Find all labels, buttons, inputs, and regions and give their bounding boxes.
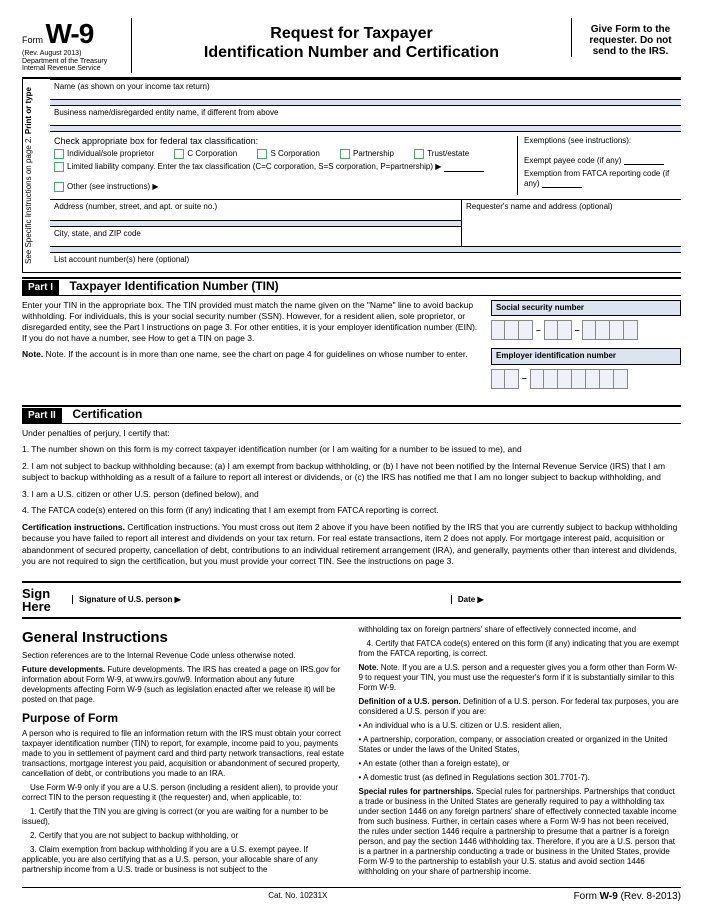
gen-inst-h1: General Instructions [22, 629, 345, 648]
cat-no: Cat. No. 10231X [268, 891, 327, 902]
ssn-input[interactable]: – – [491, 316, 681, 348]
sign-here: Sign Here [22, 587, 72, 613]
inst-r3: Note. Note. If you are a U.S. person and… [359, 663, 682, 693]
form-label: Form [22, 35, 43, 45]
main-box: See Specific Instructions on page 2. Pri… [22, 79, 681, 273]
exempt-fatca-input[interactable] [542, 178, 582, 188]
inst-r5: • An individual who is a U.S. citizen or… [359, 721, 682, 731]
title-line2: Identification Number and Certification [142, 43, 561, 62]
ein-input[interactable]: – [491, 365, 681, 397]
inst-r4: Definition of a U.S. person. Definition … [359, 697, 682, 717]
other-checkbox[interactable] [54, 182, 64, 192]
llc-class-input[interactable] [444, 162, 484, 172]
llc-checkbox[interactable] [54, 162, 64, 172]
header: Form W-9 (Rev. August 2013) Department o… [22, 18, 681, 79]
purpose-h2: Purpose of Form [22, 711, 345, 726]
part1-label: Part I [22, 280, 59, 295]
part2-title: Certification [64, 407, 142, 421]
inst-p6: 2. Certify that you are not subject to b… [22, 831, 345, 841]
certification-body: Under penalties of perjury, I certify th… [22, 424, 681, 577]
instructions: General Instructions Section references … [22, 625, 681, 881]
fields-area: Name (as shown on your income tax return… [50, 79, 681, 272]
inst-p3: A person who is required to file an info… [22, 729, 345, 779]
business-field[interactable]: Business name/disregarded entity name, i… [50, 105, 681, 125]
inst-r8: • A domestic trust (as defined in Regula… [359, 773, 682, 783]
header-left: Form W-9 (Rev. August 2013) Department o… [22, 18, 132, 73]
signature-field[interactable]: Signature of U.S. person ▶ [72, 595, 451, 604]
part1-body: Enter your TIN in the appropriate box. T… [22, 296, 681, 401]
form-page: Form W-9 (Rev. August 2013) Department o… [0, 0, 703, 920]
cert-intro: Under penalties of perjury, I certify th… [22, 428, 681, 439]
classification-box: Check appropriate box for federal tax cl… [50, 131, 681, 199]
ein-label: Employer identification number [491, 348, 681, 364]
title-line1: Request for Taxpayer [142, 24, 561, 43]
name-field[interactable]: Name (as shown on your income tax return… [50, 79, 681, 99]
inst-p1: Section references are to the Internal R… [22, 651, 345, 661]
inst-r7: • An estate (other than a foreign estate… [359, 759, 682, 769]
left-column: General Instructions Section references … [22, 625, 345, 881]
part1-header: Part I Taxpayer Identification Number (T… [22, 277, 681, 296]
header-center: Request for Taxpayer Identification Numb… [132, 18, 571, 62]
header-right: Give Form to the requester. Do not send … [571, 18, 681, 57]
cert-1: 1. The number shown on this form is my c… [22, 444, 681, 455]
revision: (Rev. August 2013) [22, 50, 125, 58]
vertical-label: See Specific Instructions on page 2. Pri… [22, 79, 50, 272]
date-field[interactable]: Date ▶ [451, 595, 681, 604]
ssn-label: Social security number [491, 300, 681, 316]
address-split: Address (number, street, and apt. or sui… [50, 199, 681, 246]
inst-p2: Future developments. Future developments… [22, 665, 345, 705]
sign-row: Sign Here Signature of U.S. person ▶ Dat… [22, 581, 681, 619]
part1-p2: Note. Note. If the account is in more th… [22, 349, 483, 360]
account-field[interactable]: List account number(s) here (optional) [50, 252, 681, 272]
exempt-payee-input[interactable] [624, 155, 664, 165]
inst-r6: • A partnership, corporation, company, o… [359, 735, 682, 755]
inst-p4: Use Form W-9 only if you are a U.S. pers… [22, 783, 345, 803]
ccorp-checkbox[interactable] [174, 149, 184, 159]
part2-label: Part II [22, 408, 62, 423]
class-left: Check appropriate box for federal tax cl… [54, 136, 517, 195]
individual-checkbox[interactable] [54, 149, 64, 159]
inst-p5: 1. Certify that the TIN you are giving i… [22, 807, 345, 827]
right-column: withholding tax on foreign partners' sha… [359, 625, 682, 881]
inst-r2: 4. Certify that FATCA code(s) entered on… [359, 639, 682, 659]
department: Department of the Treasury [22, 58, 125, 66]
part1-title: Taxpayer Identification Number (TIN) [62, 279, 279, 293]
cert-instructions: Certification instructions. Certificatio… [22, 522, 681, 568]
cert-3: 3. I am a U.S. citizen or other U.S. per… [22, 489, 681, 500]
cert-4: 4. The FATCA code(s) entered on this for… [22, 505, 681, 516]
city-field[interactable]: City, state, and ZIP code [50, 226, 461, 246]
inst-p7: 3. Claim exemption from backup withholdi… [22, 845, 345, 875]
part2-header: Part II Certification [22, 405, 681, 424]
form-number: W-9 [46, 18, 94, 49]
footer-form: Form W-9 (Rev. 8-2013) [574, 891, 681, 902]
irs-line: Internal Revenue Service [22, 65, 125, 73]
scorp-checkbox[interactable] [257, 149, 267, 159]
see-instructions: See Specific Instructions on page 2. [24, 136, 33, 264]
cert-2: 2. I am not subject to backup withholdin… [22, 461, 681, 484]
trust-checkbox[interactable] [414, 149, 424, 159]
partnership-checkbox[interactable] [340, 149, 350, 159]
address-field[interactable]: Address (number, street, and apt. or sui… [50, 200, 461, 220]
footer: Cat. No. 10231X Form W-9 (Rev. 8-2013) [22, 887, 681, 902]
part1-p1: Enter your TIN in the appropriate box. T… [22, 300, 483, 344]
class-header: Check appropriate box for federal tax cl… [54, 136, 517, 146]
requester-field[interactable]: Requester's name and address (optional) [462, 200, 681, 246]
exempt-header: Exemptions (see instructions): [524, 136, 677, 145]
exemptions-box: Exemptions (see instructions): Exempt pa… [517, 136, 677, 195]
tin-boxes: Social security number – – Employer iden… [491, 300, 681, 397]
inst-r1: withholding tax on foreign partners' sha… [359, 625, 682, 635]
inst-r9: Special rules for partnerships. Special … [359, 787, 682, 877]
print-type: Print or type [24, 87, 33, 134]
